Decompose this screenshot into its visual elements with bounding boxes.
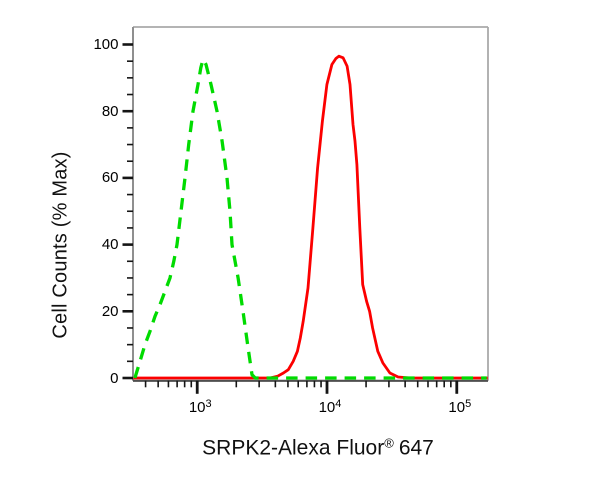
- y-tick-label: 80: [101, 102, 119, 120]
- x-tick-label: 105: [448, 397, 471, 415]
- series-red-solid: [133, 54, 488, 380]
- x-tick-label-base: 10: [188, 398, 206, 416]
- series-green-dashed: [133, 57, 487, 380]
- x-tick-label-base: 10: [318, 398, 336, 416]
- y-tick-label: 40: [101, 236, 119, 254]
- x-axis-title: SRPK2-Alexa Fluor® 647: [202, 436, 434, 461]
- x-tick-label: 104: [319, 397, 342, 415]
- y-tick-label: 60: [101, 169, 119, 187]
- x-axis-title-text: SRPK2-Alexa Fluor: [202, 436, 385, 460]
- x-tick-label-exponent: 5: [465, 397, 472, 410]
- x-tick-label: 103: [189, 397, 212, 415]
- x-tick-label-exponent: 4: [335, 397, 342, 410]
- y-axis-title: Cell Counts (% Max): [49, 151, 72, 339]
- x-axis-title-suffix: 647: [398, 436, 434, 460]
- y-tick-label: 0: [110, 369, 119, 387]
- x-tick-label-exponent: 3: [205, 397, 212, 410]
- registered-trademark-icon: ®: [384, 435, 394, 451]
- x-tick-label-base: 10: [448, 398, 466, 416]
- y-tick-label: 100: [93, 36, 119, 53]
- y-tick-label: 20: [101, 302, 119, 320]
